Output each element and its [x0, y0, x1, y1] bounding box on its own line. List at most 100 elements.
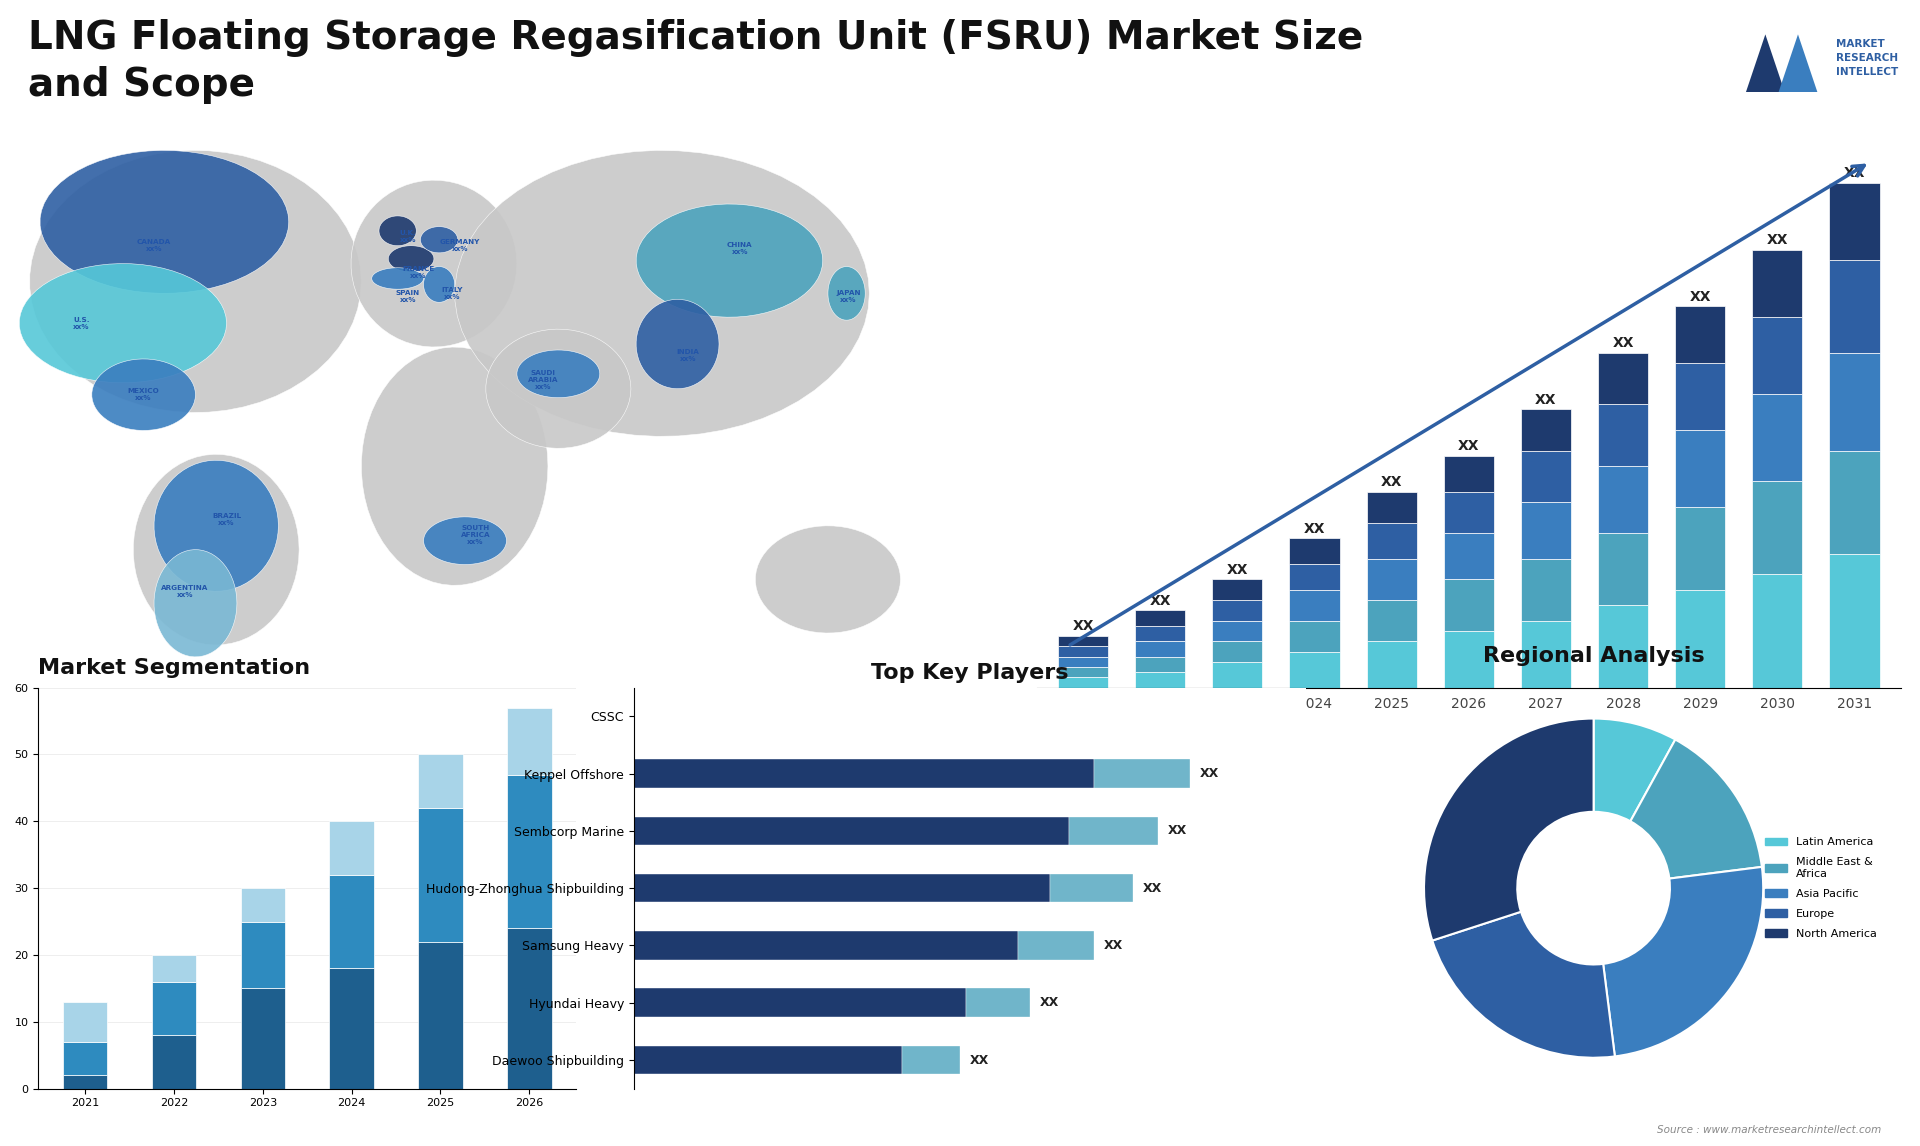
Legend: Latin America, Middle East &
Africa, Asia Pacific, Europe, North America: Latin America, Middle East & Africa, Asi… — [1761, 833, 1882, 943]
Bar — [1135, 611, 1185, 626]
Wedge shape — [1432, 912, 1615, 1058]
Bar — [63, 1002, 108, 1042]
Text: BRAZIL
xx%: BRAZIL xx% — [211, 513, 242, 526]
Bar — [1212, 621, 1263, 642]
Polygon shape — [351, 180, 516, 347]
Wedge shape — [1425, 719, 1594, 941]
Wedge shape — [1603, 866, 1763, 1057]
Polygon shape — [755, 526, 900, 633]
Polygon shape — [40, 150, 288, 293]
Polygon shape — [420, 227, 457, 253]
Text: U.S.
xx%: U.S. xx% — [73, 316, 90, 330]
Text: Source : www.marketresearchintellect.com: Source : www.marketresearchintellect.com — [1657, 1124, 1882, 1135]
Bar — [1521, 559, 1571, 621]
Polygon shape — [154, 550, 236, 657]
Text: XX: XX — [1227, 563, 1248, 576]
Polygon shape — [361, 347, 547, 586]
Text: XX: XX — [1380, 476, 1402, 489]
Legend: Geography: Geography — [804, 846, 920, 870]
Text: ARGENTINA
xx%: ARGENTINA xx% — [161, 584, 209, 598]
Polygon shape — [378, 215, 417, 245]
Bar — [634, 874, 1050, 903]
Bar — [1367, 492, 1417, 523]
Bar — [1444, 533, 1494, 580]
Bar — [1058, 677, 1108, 688]
Bar — [1674, 363, 1726, 430]
Polygon shape — [486, 329, 632, 448]
Bar — [63, 1075, 108, 1089]
Polygon shape — [636, 299, 720, 388]
Bar — [419, 754, 463, 808]
Text: XX: XX — [1304, 521, 1325, 535]
Bar — [1753, 574, 1803, 688]
Bar — [507, 928, 551, 1089]
Bar — [1444, 456, 1494, 492]
Bar — [240, 921, 284, 988]
Polygon shape — [1770, 34, 1826, 117]
Bar — [966, 988, 1031, 1018]
Bar — [1753, 394, 1803, 481]
Bar — [1058, 657, 1108, 667]
Text: SPAIN
xx%: SPAIN xx% — [396, 290, 420, 303]
Text: XX: XX — [1766, 233, 1788, 248]
Bar — [1597, 605, 1647, 688]
Bar — [634, 988, 966, 1018]
Bar — [1212, 601, 1263, 621]
Bar — [330, 874, 374, 968]
Text: XX: XX — [1150, 594, 1171, 607]
Bar — [1597, 466, 1647, 533]
Bar — [419, 808, 463, 942]
Text: XX: XX — [1073, 620, 1094, 634]
Text: Market Segmentation: Market Segmentation — [38, 658, 311, 677]
Bar — [1050, 874, 1133, 903]
Bar — [1094, 760, 1190, 788]
Bar — [1597, 533, 1647, 605]
Polygon shape — [31, 150, 361, 413]
Bar — [240, 888, 284, 921]
Title: Top Key Players: Top Key Players — [872, 664, 1068, 683]
Bar — [1753, 481, 1803, 574]
Bar — [1018, 931, 1094, 960]
Wedge shape — [1594, 719, 1676, 822]
Text: XX: XX — [1843, 166, 1864, 180]
Polygon shape — [636, 204, 822, 317]
Bar — [1367, 642, 1417, 688]
Bar — [63, 1042, 108, 1075]
Title: Regional Analysis: Regional Analysis — [1482, 646, 1705, 666]
Bar — [419, 942, 463, 1089]
Text: SAUDI
ARABIA
xx%: SAUDI ARABIA xx% — [528, 370, 559, 390]
Bar — [1674, 306, 1726, 363]
Polygon shape — [19, 264, 227, 383]
Bar — [1830, 554, 1880, 688]
Bar — [1444, 492, 1494, 533]
Text: XX: XX — [1104, 939, 1123, 952]
Polygon shape — [92, 359, 196, 431]
Bar — [1058, 667, 1108, 677]
Bar — [634, 760, 1094, 788]
Bar — [1674, 430, 1726, 508]
Bar — [1069, 816, 1158, 846]
Bar — [1674, 508, 1726, 590]
Bar — [1290, 621, 1340, 652]
Bar — [1444, 631, 1494, 688]
Bar — [1367, 601, 1417, 642]
Bar — [1290, 590, 1340, 621]
Text: FRANCE
xx%: FRANCE xx% — [403, 266, 434, 278]
Bar — [1444, 580, 1494, 631]
Bar — [1058, 646, 1108, 657]
Text: XX: XX — [1690, 290, 1711, 304]
Text: MEXICO
xx%: MEXICO xx% — [129, 388, 159, 401]
Text: CHINA
xx%: CHINA xx% — [728, 242, 753, 256]
Bar — [1290, 539, 1340, 564]
Bar — [152, 955, 196, 982]
Polygon shape — [132, 454, 300, 645]
Bar — [1597, 405, 1647, 466]
Polygon shape — [154, 461, 278, 591]
Bar — [1135, 642, 1185, 657]
Bar — [1290, 564, 1340, 590]
Bar — [1212, 662, 1263, 688]
Bar — [1830, 182, 1880, 260]
Text: ITALY
xx%: ITALY xx% — [442, 286, 463, 300]
Text: U.K.
xx%: U.K. xx% — [399, 230, 417, 243]
Bar — [240, 988, 284, 1089]
